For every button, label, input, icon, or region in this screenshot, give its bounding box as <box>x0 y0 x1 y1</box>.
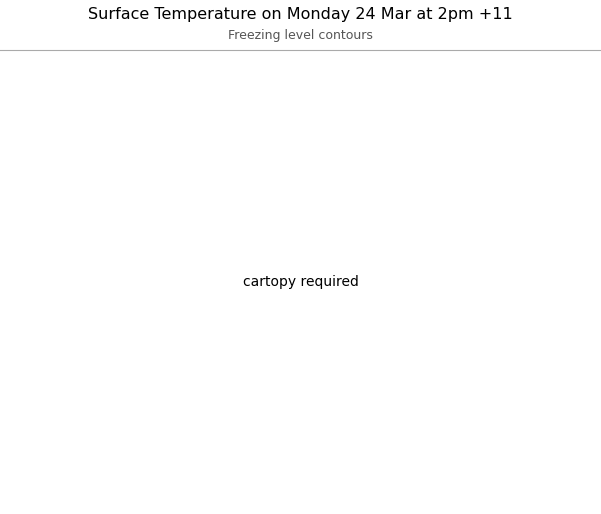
Text: Freezing level contours: Freezing level contours <box>228 29 373 43</box>
Text: Surface Temperature on Monday 24 Mar at 2pm +11: Surface Temperature on Monday 24 Mar at … <box>88 7 513 22</box>
Text: cartopy required: cartopy required <box>243 275 358 289</box>
